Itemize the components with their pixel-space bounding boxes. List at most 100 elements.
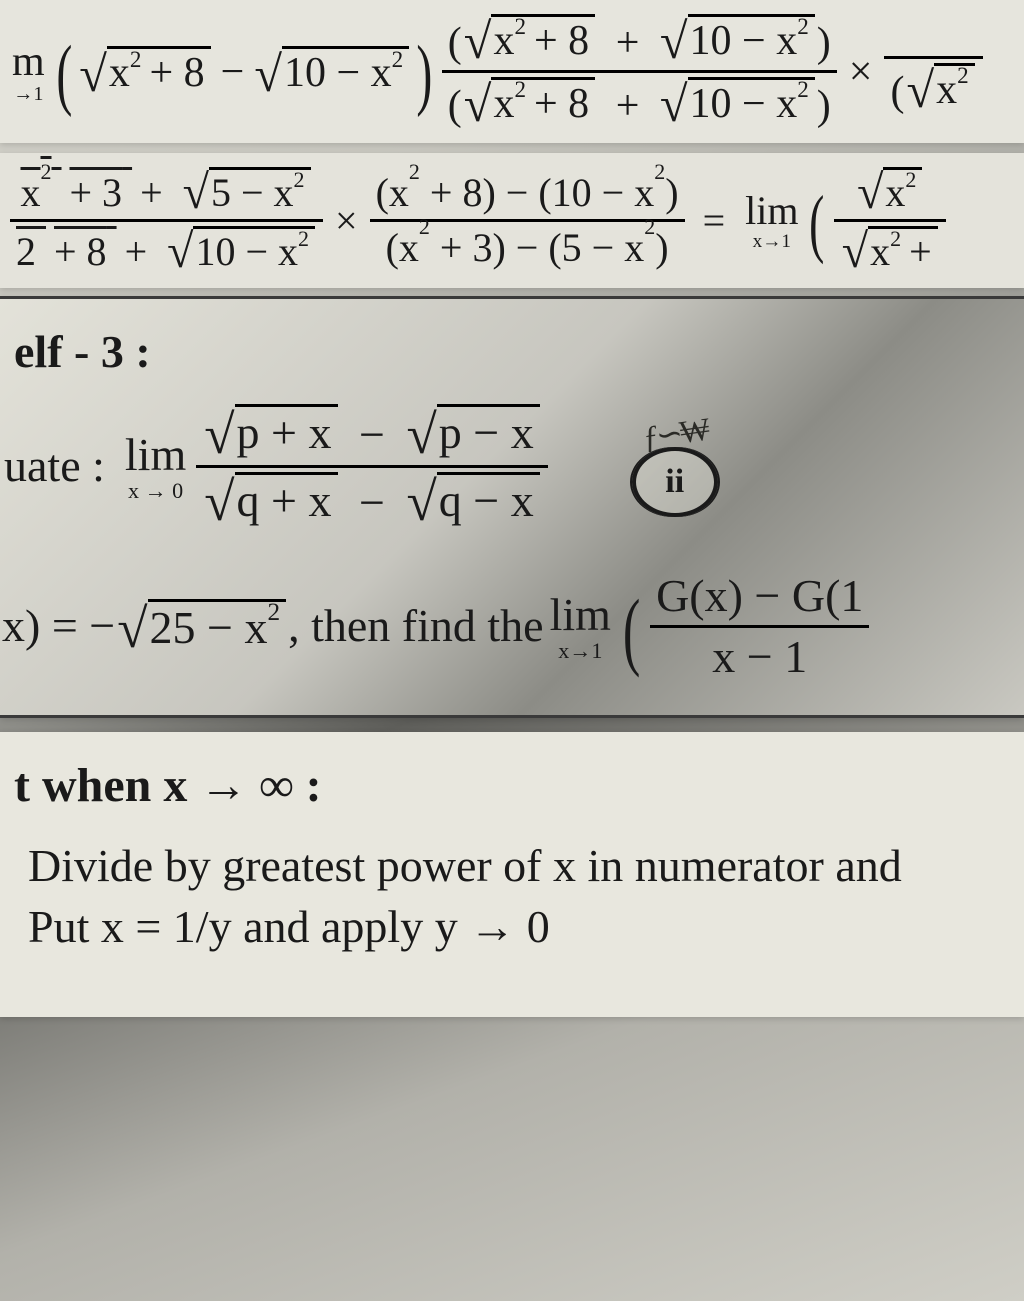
badge-text: ii — [665, 463, 684, 500]
lim-sub: x→1 — [753, 231, 791, 252]
sqrt: √ x2 — [857, 167, 922, 215]
fraction-bar — [650, 625, 869, 628]
numerator: √ x2 — [849, 165, 930, 217]
evaluate-label: uate : — [4, 441, 105, 492]
plus: + — [616, 20, 640, 66]
lim-label: lim — [745, 189, 798, 233]
v: 10 − x — [690, 18, 798, 64]
lim-x1: lim x→1 — [550, 590, 611, 663]
r: ) — [655, 225, 668, 270]
e: 2 — [41, 159, 52, 184]
radicand: x2 + 8 — [491, 14, 595, 64]
e: 2 — [514, 77, 526, 102]
radical-icon: √ — [406, 474, 436, 529]
sqrt: √ q − x — [406, 472, 539, 527]
radical-icon: √ — [842, 228, 868, 276]
lim-label: lim — [125, 430, 186, 481]
gx-lhs: x) = − — [2, 601, 115, 652]
e: 2 — [267, 599, 280, 627]
big-fraction-1: ( √ x2 + 8 + √ 10 − x2 ) — [442, 12, 837, 131]
sqrt-10mx2-a: √ 10 − x2 — [254, 46, 409, 96]
lparen-icon: ( — [810, 182, 825, 266]
pq-fraction: √ p + x − √ p − x √ q + x − — [196, 402, 547, 530]
fracA: x2 + 3 + √ 5 − x2 2 + 8 — [10, 165, 323, 276]
radicand: x2 — [883, 167, 922, 215]
radicand: x2 — [934, 63, 975, 113]
radical-icon: √ — [204, 407, 234, 462]
t: + 8 — [54, 229, 107, 274]
radicand: 10 − x2 — [688, 14, 815, 64]
m-sub: →1 — [13, 83, 43, 105]
fraction-bar — [442, 70, 837, 73]
t: + 8 — [534, 18, 589, 64]
sqrt: √ 10 − x2 — [660, 77, 815, 127]
lim-x0: lim x → 0 — [125, 430, 186, 503]
exp: 2 — [130, 47, 142, 72]
radical-icon: √ — [660, 79, 688, 129]
v: x — [21, 170, 41, 215]
e: 2 — [298, 227, 309, 251]
plus: + — [125, 229, 148, 274]
numerator: x2 + 3 + √ 5 − x2 — [15, 165, 319, 217]
radicand: 5 − x2 — [209, 167, 311, 215]
tail-frac-2: √ x2 √ x2 + — [834, 165, 946, 276]
partial-rad: x2 + 3 — [21, 170, 133, 215]
e: 2 — [797, 77, 809, 102]
sqrt-25mx2: √ 25 − x2 — [117, 599, 286, 654]
denominator: (x2 + 3) − (5 − x2) — [380, 224, 675, 272]
v: x — [870, 230, 890, 274]
v: 2 — [16, 229, 36, 274]
partial-rad: 2 + 8 — [16, 229, 117, 274]
equals: = — [703, 199, 726, 243]
v: 5 − x — [211, 171, 294, 215]
radical-icon: √ — [660, 16, 688, 66]
v: x — [936, 67, 957, 113]
radicand: 10 − x2 — [193, 226, 315, 274]
p: (x — [386, 225, 419, 270]
lim-sub: x → 0 — [128, 479, 183, 503]
v: x — [885, 171, 905, 215]
t: + 3 — [70, 170, 123, 215]
e: 2 — [409, 159, 420, 184]
m: + 3) − (5 − x — [430, 225, 644, 270]
radicand: p + x — [235, 404, 338, 459]
tail: + 8 — [149, 50, 204, 96]
math-line-2: x2 + 3 + √ 5 − x2 2 + 8 — [0, 165, 1024, 276]
fraction-bar — [370, 219, 685, 222]
fracB: (x2 + 8) − (10 − x2) (x2 + 3) − (5 − x2) — [370, 169, 685, 272]
e: 2 — [644, 214, 655, 239]
exp: 2 — [392, 47, 404, 72]
sqrt: √ p − x — [406, 404, 539, 459]
e: 2 — [294, 168, 305, 192]
denominator: 2 + 8 + √ 10 − x2 — [10, 224, 323, 276]
radical-icon: √ — [254, 49, 282, 99]
self-heading: elf - 3 : — [0, 317, 1024, 402]
e: 2 — [957, 63, 969, 88]
m: + 8) − (10 − x — [420, 170, 654, 215]
infinity-line-2: Put x = 1/y and apply y → 0 — [0, 896, 1024, 957]
radical-icon: √ — [464, 79, 492, 129]
math-line-1: m →1 ( √ x2 + 8 − √ 10 − x2 ) — [0, 12, 1024, 131]
sqrt: √ x2 + — [842, 226, 938, 274]
plus: + — [616, 83, 640, 129]
sqrt-x2p8-a: √ x2 + 8 — [79, 46, 210, 96]
math-strip-2: x2 + 3 + √ 5 − x2 2 + 8 — [0, 153, 1024, 288]
radicand: p − x — [437, 404, 540, 459]
v: 10 − x — [690, 81, 798, 127]
e: 2 — [419, 214, 430, 239]
radical-icon: √ — [183, 169, 209, 217]
radicand: x2 + 8 — [107, 46, 211, 96]
numerator: (x2 + 8) − (10 − x2) — [370, 169, 685, 217]
e: 2 — [797, 14, 809, 39]
times: × — [335, 199, 358, 243]
m-text: m — [12, 39, 45, 85]
lparen-icon: ( — [56, 31, 72, 119]
lim-sub: x→1 — [558, 639, 602, 663]
v: 25 − x — [150, 603, 268, 654]
numerator — [928, 26, 940, 54]
self-section: elf - 3 : uate : lim x → 0 √ p + x − √ p… — [0, 296, 1024, 717]
math-strip-1: m →1 ( √ x2 + 8 − √ 10 − x2 ) — [0, 0, 1024, 143]
radicand: x2 + — [868, 226, 938, 274]
v: x — [493, 81, 514, 127]
lim-label: lim — [550, 590, 611, 641]
